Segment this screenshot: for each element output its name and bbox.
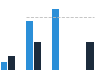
Bar [34, 42, 42, 70]
Bar [26, 21, 33, 70]
Bar [0, 62, 7, 70]
Bar [8, 56, 15, 70]
Bar [52, 9, 60, 70]
Bar [86, 42, 94, 70]
